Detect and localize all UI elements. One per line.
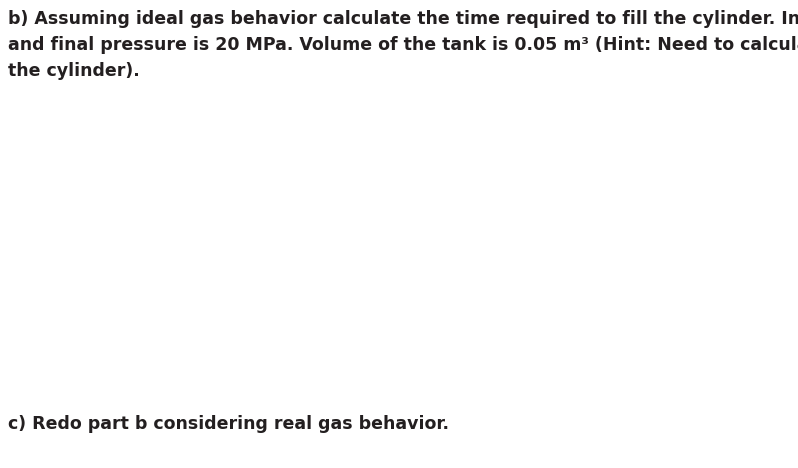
Text: c) Redo part b considering real gas behavior.: c) Redo part b considering real gas beha… [8,415,449,433]
Text: the cylinder).: the cylinder). [8,62,140,80]
Text: b) Assuming ideal gas behavior calculate the time required to fill the cylinder.: b) Assuming ideal gas behavior calculate… [8,10,798,28]
Text: and final pressure is 20 MPa. Volume of the tank is 0.05 m³ (Hint: Need to calcu: and final pressure is 20 MPa. Volume of … [8,36,798,54]
